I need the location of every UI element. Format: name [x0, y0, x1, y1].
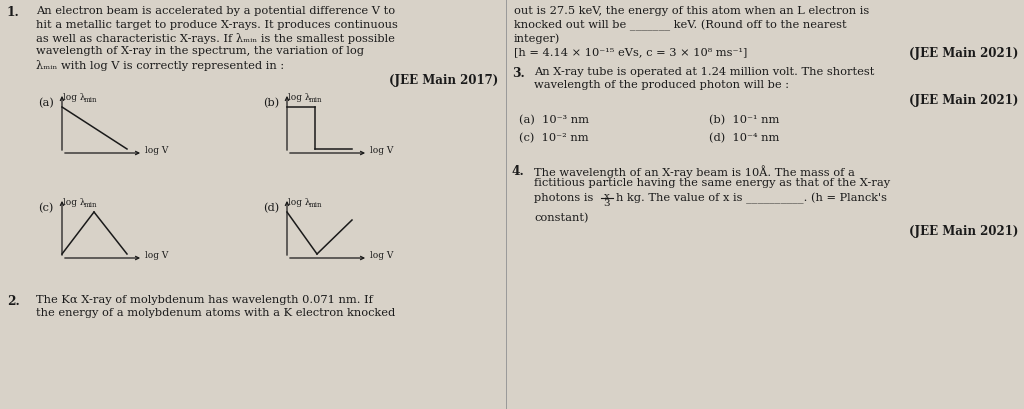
Text: (c)  10⁻² nm: (c) 10⁻² nm: [519, 133, 589, 143]
Text: The wavelength of an X-ray beam is 10Å. The mass of a: The wavelength of an X-ray beam is 10Å. …: [534, 164, 855, 178]
Text: 2.: 2.: [7, 294, 19, 307]
Text: min: min: [84, 96, 97, 104]
Text: min: min: [309, 200, 323, 209]
Text: x: x: [604, 191, 610, 200]
Text: 4.: 4.: [512, 164, 524, 178]
Text: (c): (c): [38, 202, 53, 213]
Text: 3: 3: [604, 198, 610, 207]
Text: as well as characteristic X-rays. If λₘᵢₙ is the smallest possible: as well as characteristic X-rays. If λₘᵢ…: [36, 33, 395, 44]
Text: log V: log V: [370, 146, 393, 155]
Text: An electron beam is accelerated by a potential difference V to: An electron beam is accelerated by a pot…: [36, 6, 395, 16]
Text: (a): (a): [38, 98, 54, 108]
Text: photons is: photons is: [534, 193, 597, 202]
Text: wavelength of the produced photon will be :: wavelength of the produced photon will b…: [534, 80, 790, 90]
Text: λₘᵢₙ with log V is correctly represented in :: λₘᵢₙ with log V is correctly represented…: [36, 60, 284, 71]
Text: log λ: log λ: [63, 198, 86, 207]
Text: hit a metallic target to produce X-rays. It produces continuous: hit a metallic target to produce X-rays.…: [36, 20, 398, 29]
Text: log λ: log λ: [288, 198, 310, 207]
Text: The Kα X-ray of molybdenum has wavelength 0.071 nm. If: The Kα X-ray of molybdenum has wavelengt…: [36, 294, 373, 304]
Text: h kg. The value of x is __________. (h = Planck's: h kg. The value of x is __________. (h =…: [616, 193, 887, 204]
Text: 3.: 3.: [512, 67, 524, 80]
Text: An X-ray tube is operated at 1.24 million volt. The shortest: An X-ray tube is operated at 1.24 millio…: [534, 67, 874, 77]
Text: fictitious particle having the same energy as that of the X-ray: fictitious particle having the same ener…: [534, 178, 890, 188]
Text: (JEE Main 2021): (JEE Main 2021): [908, 94, 1018, 107]
Text: 1.: 1.: [7, 6, 19, 19]
Text: log λ: log λ: [288, 93, 310, 102]
Text: log λ: log λ: [63, 93, 86, 102]
Text: (JEE Main 2021): (JEE Main 2021): [908, 225, 1018, 237]
Text: (a)  10⁻³ nm: (a) 10⁻³ nm: [519, 115, 589, 125]
Text: (d)  10⁻⁴ nm: (d) 10⁻⁴ nm: [709, 133, 779, 143]
Text: [h = 4.14 × 10⁻¹⁵ eVs, c = 3 × 10⁸ ms⁻¹]: [h = 4.14 × 10⁻¹⁵ eVs, c = 3 × 10⁸ ms⁻¹]: [514, 47, 748, 57]
Text: (b): (b): [263, 98, 280, 108]
Text: min: min: [309, 96, 323, 104]
Text: log V: log V: [145, 146, 168, 155]
Text: constant): constant): [534, 213, 589, 223]
Text: out is 27.5 keV, the energy of this atom when an L electron is: out is 27.5 keV, the energy of this atom…: [514, 6, 869, 16]
Text: (JEE Main 2017): (JEE Main 2017): [389, 74, 498, 87]
Text: (b)  10⁻¹ nm: (b) 10⁻¹ nm: [709, 115, 779, 125]
Text: integer): integer): [514, 33, 560, 43]
Text: (JEE Main 2021): (JEE Main 2021): [908, 47, 1018, 60]
Text: log V: log V: [145, 251, 168, 260]
Text: log V: log V: [370, 251, 393, 260]
Text: knocked out will be _______ keV. (Round off to the nearest: knocked out will be _______ keV. (Round …: [514, 20, 847, 31]
Text: wavelength of X-ray in the spectrum, the variation of log: wavelength of X-ray in the spectrum, the…: [36, 46, 364, 56]
Text: (d): (d): [263, 202, 280, 213]
Text: the energy of a molybdenum atoms with a K electron knocked: the energy of a molybdenum atoms with a …: [36, 308, 395, 318]
Text: min: min: [84, 200, 97, 209]
